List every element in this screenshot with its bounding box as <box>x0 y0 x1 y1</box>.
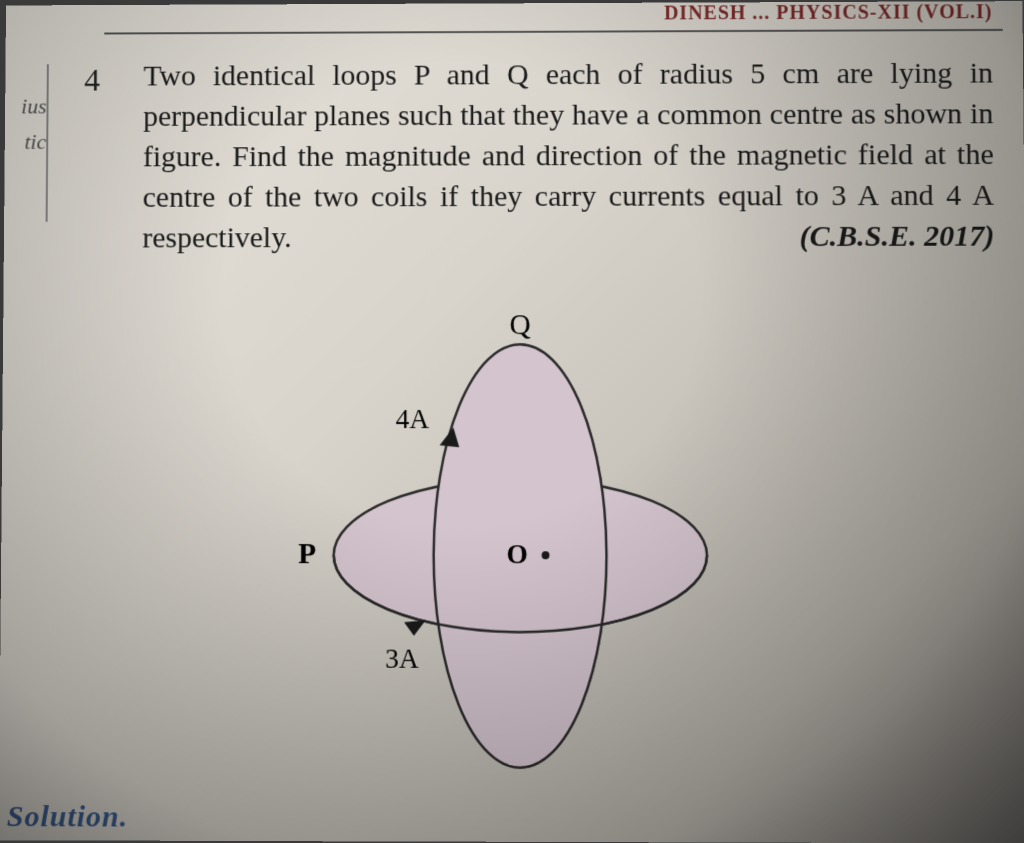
label-o: O <box>506 539 527 569</box>
question-citation: (C.B.S.E. 2017) <box>799 216 994 257</box>
label-3a: 3A <box>385 643 419 673</box>
page: DINESH ... PHYSICS-XII (VOL.I) ius tic 4… <box>0 1 1024 843</box>
question-number: 4 <box>84 62 100 98</box>
question-text: Two identical loops P and Q each of radi… <box>142 53 994 259</box>
loop-q-top-fill <box>434 344 607 555</box>
label-p: P <box>298 538 316 570</box>
label-q: Q <box>509 310 530 341</box>
margin-vertical-rule <box>46 64 49 222</box>
margin-text-2: tic <box>7 129 47 155</box>
loops-diagram: Q P O 4A 3A <box>259 310 782 803</box>
margin-text-1: ius <box>7 94 47 120</box>
loop-q-bottom-fill <box>433 555 607 768</box>
arrow-3a-icon <box>404 620 426 636</box>
centre-dot <box>542 551 550 559</box>
label-4a: 4A <box>396 404 430 434</box>
solution-heading: Solution. <box>7 800 129 835</box>
book-header: DINESH ... PHYSICS-XII (VOL.I) <box>282 1 1023 30</box>
header-rule <box>104 29 1002 35</box>
